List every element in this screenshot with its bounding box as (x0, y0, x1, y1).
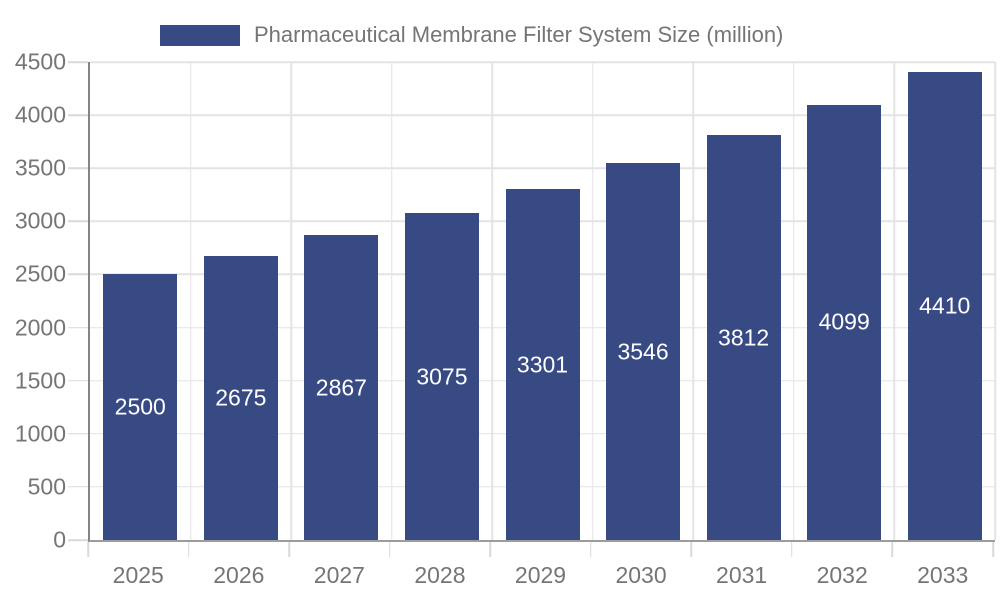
x-axis-label: 2025 (112, 562, 164, 588)
x-axis-tick (992, 542, 994, 557)
bar-value-label: 2675 (215, 384, 267, 411)
legend-label: Pharmaceutical Membrane Filter System Si… (254, 22, 784, 47)
legend-swatch (160, 24, 240, 46)
x-axis-label: 2033 (917, 562, 969, 588)
y-axis-tick (68, 273, 88, 276)
legend[interactable]: Pharmaceutical Membrane Filter System Si… (160, 22, 783, 48)
bar-value-label: 2500 (114, 393, 166, 420)
x-axis-tick (388, 542, 391, 557)
x-axis-label: 2027 (313, 562, 365, 588)
gridline-horizontal (90, 61, 995, 63)
x-axis-tick (489, 542, 491, 557)
x-axis-tick (87, 542, 89, 557)
gridline-horizontal (90, 114, 995, 116)
y-axis-label: 1000 (14, 420, 66, 447)
y-axis-label: 2000 (14, 314, 66, 341)
gridline-vertical (390, 62, 393, 540)
x-axis-label: 2029 (514, 562, 567, 588)
x-axis-label: 2031 (716, 562, 768, 588)
bar-value-label: 3301 (516, 351, 569, 378)
bar[interactable]: 2675 (203, 255, 278, 540)
y-axis-tick (68, 326, 88, 329)
bar[interactable]: 3075 (404, 213, 479, 540)
y-axis-tick (68, 379, 88, 382)
bar[interactable]: 3546 (606, 163, 681, 540)
x-axis-label: 2032 (816, 562, 868, 588)
gridline-vertical (189, 62, 192, 540)
x-axis-label: 2026 (213, 562, 265, 588)
bar[interactable]: 4410 (907, 71, 982, 540)
bar-value-label: 4410 (919, 292, 971, 319)
y-axis-label: 4500 (14, 48, 66, 75)
x-axis-tick (891, 542, 894, 557)
bar-value-label: 2867 (315, 374, 367, 401)
gridline-vertical (692, 62, 695, 540)
x-axis-tick (590, 542, 592, 557)
y-axis-label: 2500 (14, 260, 66, 287)
y-axis-label: 500 (27, 473, 66, 500)
y-axis-tick (68, 167, 88, 169)
x-axis-label: 2030 (615, 562, 667, 588)
bar[interactable]: 2867 (304, 235, 379, 540)
x-axis-tick (187, 542, 190, 557)
y-axis-tick (68, 61, 88, 63)
x-axis-label: 2028 (414, 562, 466, 588)
bar-value-label: 4099 (818, 308, 870, 335)
gridline-vertical (893, 62, 896, 540)
gridline-vertical (592, 62, 594, 540)
x-axis-tick (288, 542, 290, 557)
bar-value-label: 3546 (617, 338, 669, 365)
y-axis-tick (68, 433, 88, 435)
gridline-horizontal (90, 167, 995, 169)
y-axis-tick (68, 539, 88, 541)
plot-area: 2500 2675 2867 3075 3301 3546 3812 4099 4410 (88, 61, 996, 542)
y-axis-label: 3500 (14, 154, 66, 181)
gridline-vertical (994, 62, 996, 540)
y-axis-tick (68, 114, 88, 116)
bar[interactable]: 2500 (103, 274, 178, 540)
x-axis-tick (690, 542, 693, 557)
y-axis-label: 0 (53, 526, 66, 553)
bar[interactable]: 4099 (807, 104, 882, 540)
y-axis-tick (68, 486, 88, 488)
gridline-vertical (290, 62, 292, 540)
gridline-vertical (491, 62, 493, 540)
y-axis-label: 1500 (14, 367, 66, 394)
bar[interactable]: 3812 (706, 135, 781, 540)
y-axis-label: 3000 (14, 207, 66, 234)
bar-value-label: 3075 (416, 363, 468, 390)
x-axis-tick (791, 542, 793, 557)
bar[interactable]: 3301 (505, 189, 580, 540)
y-axis-label: 4000 (14, 101, 66, 128)
bar-value-label: 3812 (718, 324, 770, 351)
y-axis-tick (68, 220, 88, 223)
gridline-vertical (793, 62, 795, 540)
